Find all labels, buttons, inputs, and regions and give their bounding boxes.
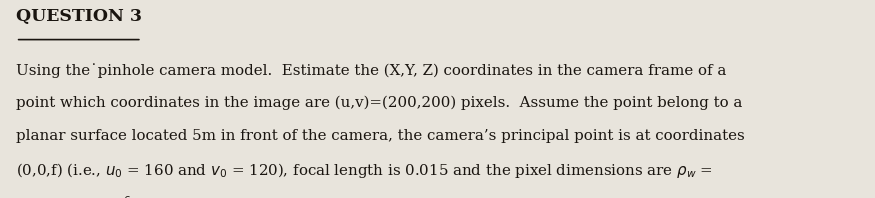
Text: QUESTION 3: QUESTION 3 xyxy=(16,8,142,25)
Text: planar surface located 5m in front of the camera, the camera’s principal point i: planar surface located 5m in front of th… xyxy=(16,129,745,143)
Text: Using the˙pinhole camera model.  Estimate the (X,Y, Z) coordinates in the camera: Using the˙pinhole camera model. Estimate… xyxy=(16,63,726,78)
Text: $\rho_h$ = 10 × 10$^{-6}$.: $\rho_h$ = 10 × 10$^{-6}$. xyxy=(16,194,136,198)
Text: point which coordinates in the image are (u,v)=(200,200) pixels.  Assume the poi: point which coordinates in the image are… xyxy=(16,96,742,110)
Text: (0,0,f) (i.e., $u_0$ = 160 and $v_0$ = 120), focal length is 0.015 and the pixel: (0,0,f) (i.e., $u_0$ = 160 and $v_0$ = 1… xyxy=(16,161,712,180)
